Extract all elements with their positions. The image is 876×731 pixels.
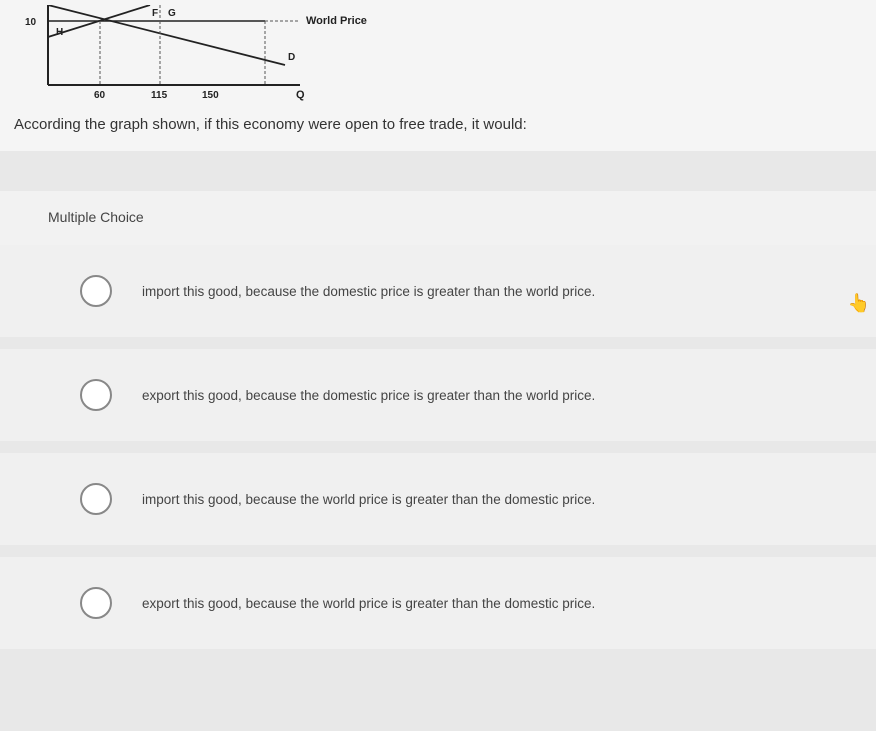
label-G: G [168, 8, 176, 19]
radio-icon[interactable] [80, 483, 112, 515]
world-price-label: World Price [306, 15, 367, 27]
question-text: According the graph shown, if this econo… [0, 110, 876, 151]
page-container: 10 H F G D World Price 60 115 150 Q Acco… [0, 0, 876, 691]
label-F: F [152, 8, 158, 19]
spacer [0, 151, 876, 191]
choice-text: import this good, because the world pric… [142, 492, 595, 507]
radio-icon[interactable] [80, 379, 112, 411]
mc-header: Multiple Choice [0, 191, 876, 245]
x-tick-150: 150 [202, 90, 219, 101]
supply-demand-graph: 10 H F G D World Price 60 115 150 Q [20, 5, 340, 100]
cursor-hand-icon: 👆 [848, 293, 870, 314]
label-D: D [288, 52, 295, 63]
x-tick-115: 115 [151, 90, 168, 101]
choice-option-1[interactable]: import this good, because the domestic p… [0, 245, 876, 337]
x-axis-title: Q [296, 89, 305, 101]
x-tick-60: 60 [94, 90, 106, 101]
y-tick-10: 10 [25, 17, 37, 28]
radio-icon[interactable] [80, 275, 112, 307]
choice-option-4[interactable]: export this good, because the world pric… [0, 557, 876, 649]
choice-text: export this good, because the world pric… [142, 596, 595, 611]
choice-text: export this good, because the domestic p… [142, 388, 595, 403]
graph-area: 10 H F G D World Price 60 115 150 Q [0, 0, 876, 110]
label-H: H [56, 27, 63, 38]
choice-option-2[interactable]: export this good, because the domestic p… [0, 349, 876, 441]
radio-icon[interactable] [80, 587, 112, 619]
choice-option-3[interactable]: import this good, because the world pric… [0, 453, 876, 545]
choice-text: import this good, because the domestic p… [142, 284, 595, 299]
